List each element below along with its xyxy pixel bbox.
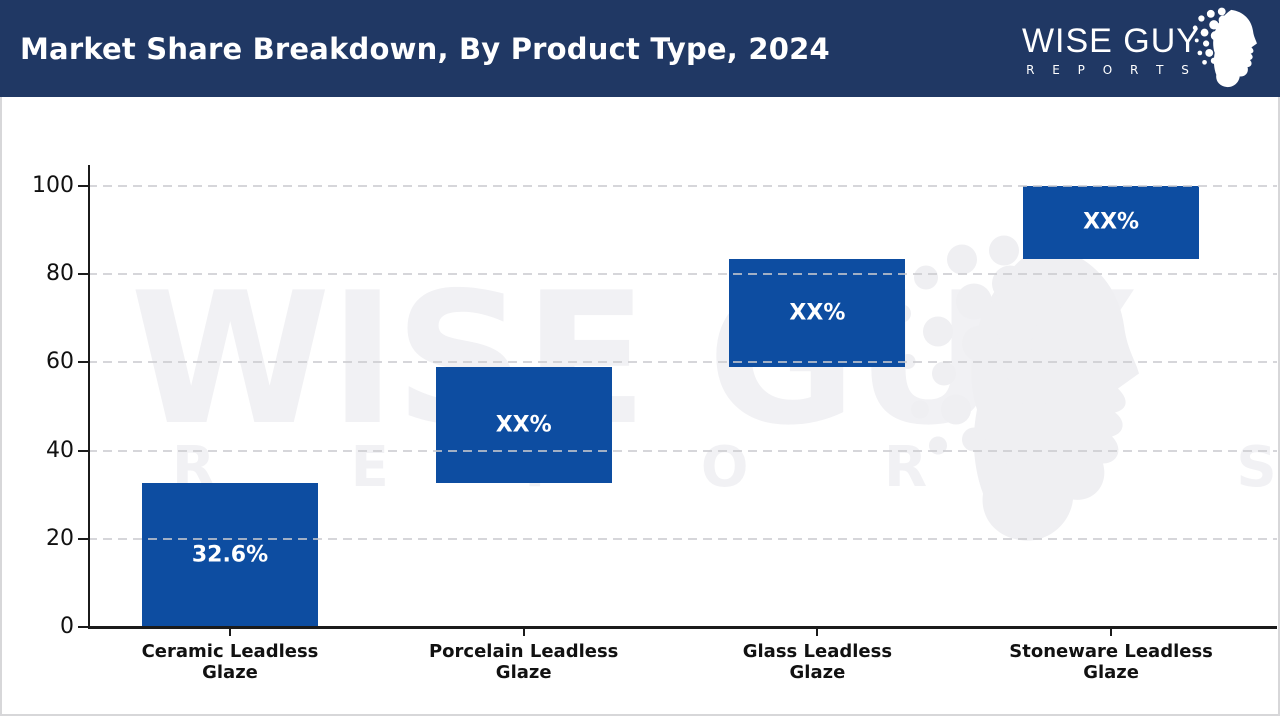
brand-logo-text: WISE GUY R E P O R T S [1022,22,1200,77]
bar-value-label: XX% [495,412,552,438]
x-tick [229,629,231,636]
x-tick [816,629,819,636]
y-tick [78,449,88,452]
brand-logo: WISE GUY R E P O R T S [1022,4,1270,94]
y-tick-label: 20 [46,525,74,551]
watermark-head-logo [893,235,1139,541]
gridline [88,361,1277,364]
bar-value-label: 32.6% [191,542,269,568]
y-tick [78,626,88,628]
x-axis-line [88,626,1277,629]
x-axis-label: Glass Leadless Glaze [742,641,893,683]
bar-segment [1023,186,1200,259]
y-tick [78,273,88,276]
y-tick [78,361,88,364]
y-tick-label: 100 [32,173,74,198]
chart-title: Market Share Breakdown, By Product Type,… [20,31,830,66]
gridline [88,185,1277,187]
y-axis-line [88,165,90,629]
bar-value-label: XX% [789,300,846,326]
gridline [88,537,1277,540]
gridline [88,273,1277,276]
bar-value-label: XX% [1083,209,1140,235]
header-banner: Market Share Breakdown, By Product Type,… [0,0,1280,97]
brand-head-icon [1192,7,1257,88]
bar-segment [435,366,612,484]
y-tick [78,537,88,540]
logo-reports-text: R E P O R T S [1026,62,1196,77]
bar-segment [142,483,318,627]
bar-segment [729,258,906,367]
y-tick-label: 80 [46,261,74,287]
x-tick [522,629,525,636]
x-tick [1110,629,1113,636]
x-axis-label: Porcelain Leadless Glaze [428,641,619,683]
y-tick [78,185,88,187]
y-tick-label: 60 [46,349,74,375]
logo-wordmark: WISE GUY [1021,21,1200,60]
y-tick-label: 40 [46,437,74,463]
gridline [88,449,1277,452]
y-tick-label: 0 [60,614,74,639]
x-axis-label: Stoneware Leadless Glaze [1009,641,1213,683]
x-axis-label: Ceramic Leadless Glaze [141,641,319,683]
